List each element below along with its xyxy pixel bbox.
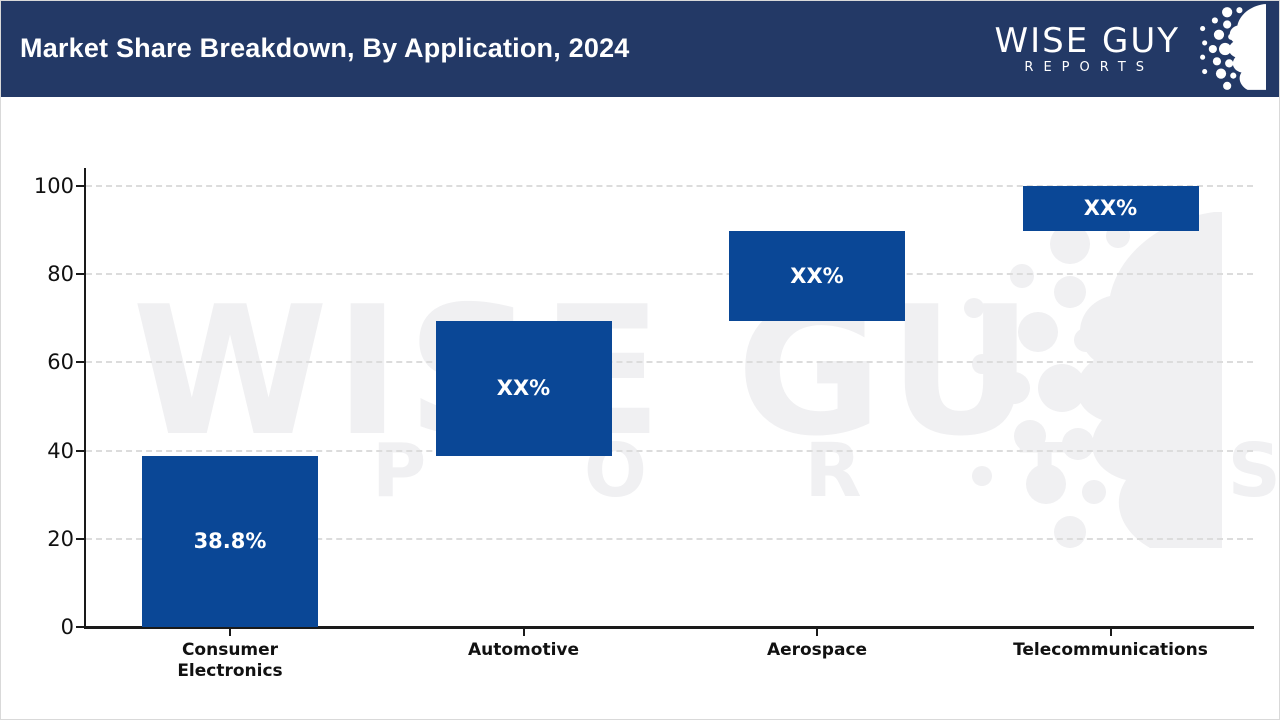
bar-value-label: 38.8% [193,529,267,554]
x-tick-mark [229,629,231,636]
x-category-label: Aerospace [672,640,962,661]
y-tick-label: 0 [60,615,74,639]
x-axis-line [84,626,1254,629]
x-tick-mark [816,629,818,636]
logo-subtitle: REPORTS [1024,59,1155,75]
gridline [86,273,1253,276]
x-category-label-line: Automotive [467,640,580,660]
y-tick-label: 40 [47,438,74,463]
gridline [86,185,1253,187]
y-tick-mark [76,449,84,452]
gridline [86,361,1253,364]
bar-value-label: XX% [790,263,844,288]
x-category-label-line: Aerospace [766,640,868,660]
logo-wordmark: WISE GUY [994,20,1180,61]
wise-guy-reports-logo: WISE GUY REPORTS [994,3,1266,94]
y-tick-label: 80 [47,262,74,287]
gridline [86,537,1253,540]
y-tick-label: 100 [33,174,74,198]
y-tick-mark [76,626,84,628]
y-tick-label: 20 [47,526,74,551]
header-bar: Market Share Breakdown, By Application, … [0,0,1280,97]
bar-automotive: XX% [435,320,612,456]
y-axis-line [84,168,86,627]
watermark-head-icon [862,212,1222,552]
y-tick-mark [76,273,84,276]
y-tick-mark [76,361,84,364]
x-category-label-line: Consumer [181,640,279,660]
page-title: Market Share Breakdown, By Application, … [20,33,630,63]
x-category-label-line: Electronics [177,661,283,681]
x-category-label: Automotive [379,640,669,661]
y-tick-mark [76,537,84,540]
gridline [86,449,1253,452]
x-tick-mark [522,629,525,636]
bar-value-label: XX% [496,376,551,401]
x-category-label-line: Telecommunications [1013,640,1208,660]
logo-text: WISE GUY REPORTS [994,24,1180,74]
x-category-label: Consumer Electronics [85,640,375,682]
y-tick-label: 60 [47,350,74,375]
y-tick-mark [76,185,84,187]
logo-head-icon [1174,3,1266,94]
x-category-label: Telecommunications [966,640,1256,661]
x-tick-mark [1109,629,1112,636]
bar-aerospace: XX% [729,230,905,321]
bar-telecommunications: XX% [1022,186,1199,231]
bar-value-label: XX% [1083,196,1138,221]
bar-consumer-electronics: 38.8% [142,455,318,627]
